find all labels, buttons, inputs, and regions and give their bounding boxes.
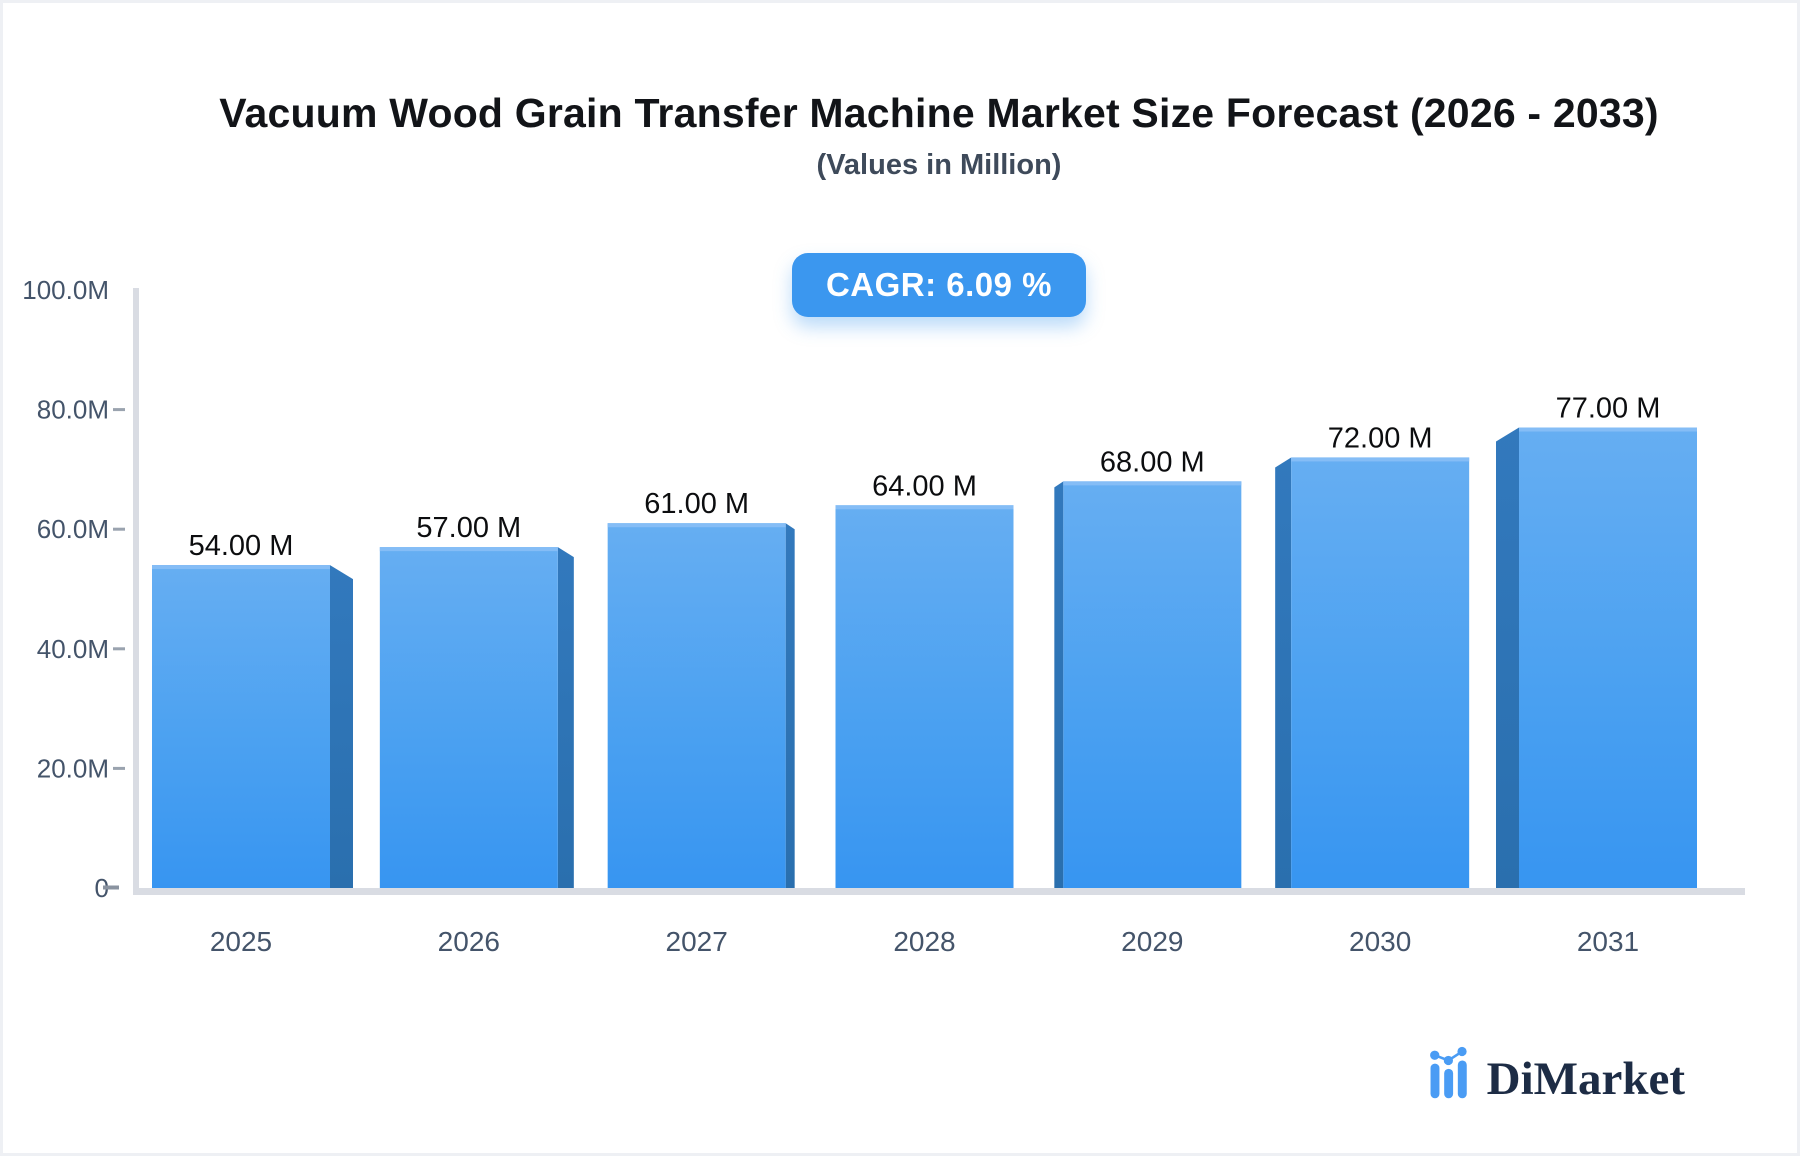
x-axis-tick-label: 2028	[893, 926, 955, 957]
bar-value-label: 54.00 M	[189, 530, 294, 562]
bar-2030[interactable]: 72.00 M	[1275, 422, 1470, 888]
bar-front-face	[1063, 481, 1242, 888]
bar-2029[interactable]: 68.00 M	[1054, 446, 1242, 888]
bar-top-highlight	[607, 523, 786, 528]
bar-2028[interactable]: 64.00 M	[835, 470, 1014, 888]
y-axis-tick-label: 60.0M	[37, 514, 109, 544]
page-title: Vacuum Wood Grain Transfer Machine Marke…	[219, 90, 1659, 136]
bar-front-face	[835, 505, 1014, 888]
x-axis-tick-label: 2029	[1121, 926, 1183, 957]
bar-top-highlight	[1063, 481, 1242, 486]
bar-front-face	[607, 523, 786, 888]
y-axis-line	[133, 288, 139, 895]
bar-2025[interactable]: 54.00 M	[152, 530, 353, 888]
bar-2031[interactable]: 77.00 M	[1496, 393, 1697, 888]
x-axis-tick-label: 2026	[438, 926, 500, 957]
bar-front-face	[152, 565, 330, 888]
bar-top-highlight	[1291, 457, 1470, 462]
bar-side-face	[330, 565, 353, 888]
bar-front-face	[379, 547, 558, 888]
bar-value-label: 77.00 M	[1556, 393, 1661, 425]
market-size-bar-chart: 100.0M 80.0M 60.0M 40.0M 20.0M 0 54.00 M 2025 57…	[22, 275, 1745, 957]
cagr-badge: CAGR: 6.09 %	[791, 253, 1087, 317]
y-axis-tick-label: 80.0M	[37, 395, 109, 425]
y-axis-tick-label: 20.0M	[37, 753, 109, 783]
y-axis-tick-label: 40.0M	[37, 634, 109, 664]
bar-top-highlight	[835, 505, 1014, 510]
y-tick-mark	[113, 408, 125, 412]
bar-top-highlight	[379, 547, 558, 552]
y-tick-mark	[113, 647, 125, 651]
y-tick-mark	[103, 885, 119, 890]
bar-side-face	[1054, 481, 1064, 888]
y-tick-mark	[113, 527, 125, 531]
bar-value-label: 64.00 M	[872, 470, 977, 502]
dimarket-logo: DiMarket	[1429, 1045, 1685, 1106]
x-axis-tick-label: 2025	[210, 926, 272, 957]
bar-side-face	[785, 523, 795, 888]
x-axis-tick-label: 2030	[1349, 926, 1411, 957]
bar-2027[interactable]: 61.00 M	[607, 488, 795, 888]
x-axis-line	[133, 888, 1745, 895]
bar-side-face	[557, 547, 574, 888]
bar-side-face	[1275, 457, 1292, 888]
y-axis-tick-label: 100.0M	[22, 275, 109, 305]
bar-side-face	[1496, 427, 1519, 888]
bar-value-label: 61.00 M	[644, 488, 749, 520]
x-axis-tick-label: 2027	[666, 926, 728, 957]
x-axis-tick-label: 2031	[1577, 926, 1639, 957]
y-axis-tick-label: 0	[95, 873, 109, 903]
bar-value-label: 72.00 M	[1328, 422, 1433, 454]
bar-value-label: 57.00 M	[416, 512, 521, 544]
bar-top-highlight	[152, 565, 330, 570]
y-tick-mark	[113, 766, 125, 770]
bar-value-label: 68.00 M	[1100, 446, 1205, 478]
dimarket-logo-text: DiMarket	[1486, 1053, 1685, 1106]
bar-2026[interactable]: 57.00 M	[379, 512, 574, 888]
bar-chart-logo-icon	[1429, 1046, 1467, 1099]
bar-front-face	[1291, 457, 1470, 888]
bar-top-highlight	[1519, 427, 1697, 432]
chart-subtitle: (Values in Million)	[816, 149, 1062, 181]
bar-front-face	[1519, 427, 1697, 888]
